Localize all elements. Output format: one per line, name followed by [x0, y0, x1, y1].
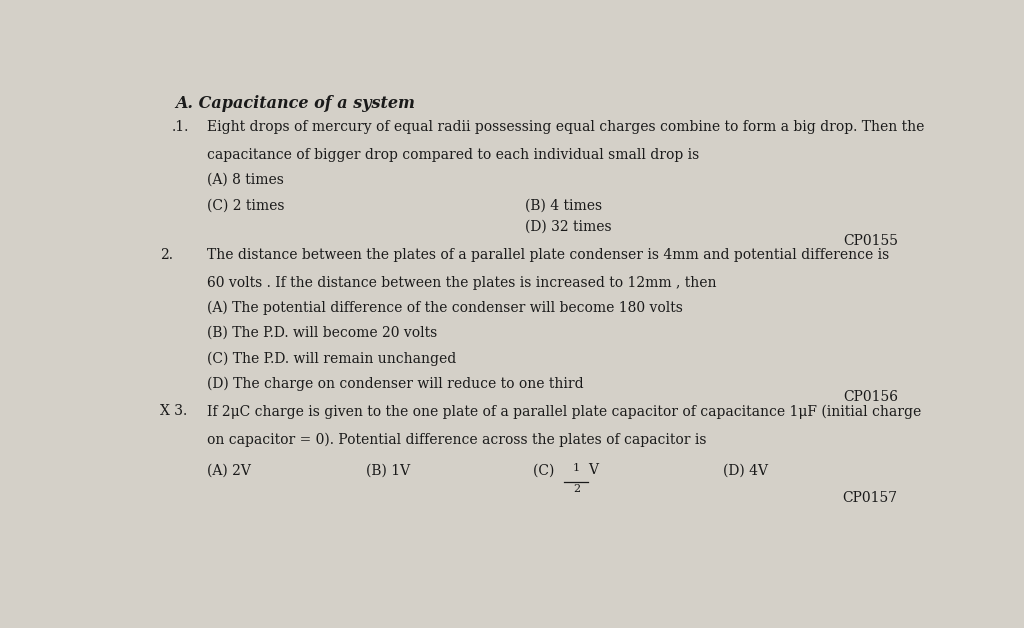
Text: on capacitor = 0). Potential difference across the plates of capacitor is: on capacitor = 0). Potential difference … [207, 433, 707, 447]
Text: Eight drops of mercury of equal radii possessing equal charges combine to form a: Eight drops of mercury of equal radii po… [207, 120, 925, 134]
Text: 2.: 2. [160, 247, 173, 262]
Text: V: V [588, 463, 598, 477]
Text: 2: 2 [572, 484, 580, 494]
Text: (C): (C) [532, 463, 558, 477]
Text: (A) 2V: (A) 2V [207, 463, 251, 477]
Text: (C) 2 times: (C) 2 times [207, 198, 285, 212]
Text: CP0156: CP0156 [843, 391, 898, 404]
Text: The distance between the plates of a parallel plate condenser is 4mm and potenti: The distance between the plates of a par… [207, 247, 890, 262]
Text: CP0155: CP0155 [843, 234, 898, 247]
Text: (C) The P.D. will remain unchanged: (C) The P.D. will remain unchanged [207, 351, 457, 365]
Text: (A) 8 times: (A) 8 times [207, 173, 285, 187]
Text: (B) 4 times: (B) 4 times [524, 198, 602, 212]
Text: X 3.: X 3. [160, 404, 187, 418]
Text: CP0157: CP0157 [843, 491, 898, 505]
Text: A. Capacitance of a system: A. Capacitance of a system [176, 95, 416, 112]
Text: (D) The charge on condenser will reduce to one third: (D) The charge on condenser will reduce … [207, 376, 584, 391]
Text: (A) The potential difference of the condenser will become 180 volts: (A) The potential difference of the cond… [207, 301, 683, 315]
Text: If 2μC charge is given to the one plate of a parallel plate capacitor of capacit: If 2μC charge is given to the one plate … [207, 404, 922, 419]
Text: capacitance of bigger drop compared to each individual small drop is: capacitance of bigger drop compared to e… [207, 148, 699, 162]
Text: 1: 1 [572, 463, 580, 474]
Text: (D) 32 times: (D) 32 times [524, 220, 611, 234]
Text: (B) The P.D. will become 20 volts: (B) The P.D. will become 20 volts [207, 326, 437, 340]
Text: (B) 1V: (B) 1V [367, 463, 411, 477]
Text: .1.: .1. [172, 120, 189, 134]
Text: 60 volts . If the distance between the plates is increased to 12mm , then: 60 volts . If the distance between the p… [207, 276, 717, 290]
Text: (D) 4V: (D) 4V [723, 463, 768, 477]
